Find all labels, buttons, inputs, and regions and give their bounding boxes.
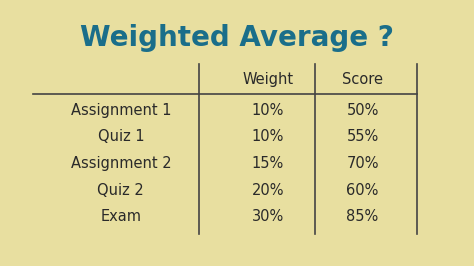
- Text: 50%: 50%: [346, 103, 379, 118]
- Text: 20%: 20%: [252, 183, 284, 198]
- Text: 15%: 15%: [252, 156, 284, 171]
- Text: 70%: 70%: [346, 156, 379, 171]
- Text: 30%: 30%: [252, 209, 284, 224]
- Text: Assignment 1: Assignment 1: [71, 103, 171, 118]
- Text: Quiz 2: Quiz 2: [98, 183, 144, 198]
- Text: Score: Score: [342, 72, 383, 87]
- Text: 10%: 10%: [252, 103, 284, 118]
- Text: Weight: Weight: [242, 72, 293, 87]
- Text: Exam: Exam: [100, 209, 141, 224]
- Text: 10%: 10%: [252, 130, 284, 144]
- Text: Weighted Average ?: Weighted Average ?: [80, 24, 394, 52]
- Text: 85%: 85%: [346, 209, 379, 224]
- Text: Assignment 2: Assignment 2: [71, 156, 171, 171]
- Text: Quiz 1: Quiz 1: [98, 130, 144, 144]
- Text: 55%: 55%: [346, 130, 379, 144]
- Text: 60%: 60%: [346, 183, 379, 198]
